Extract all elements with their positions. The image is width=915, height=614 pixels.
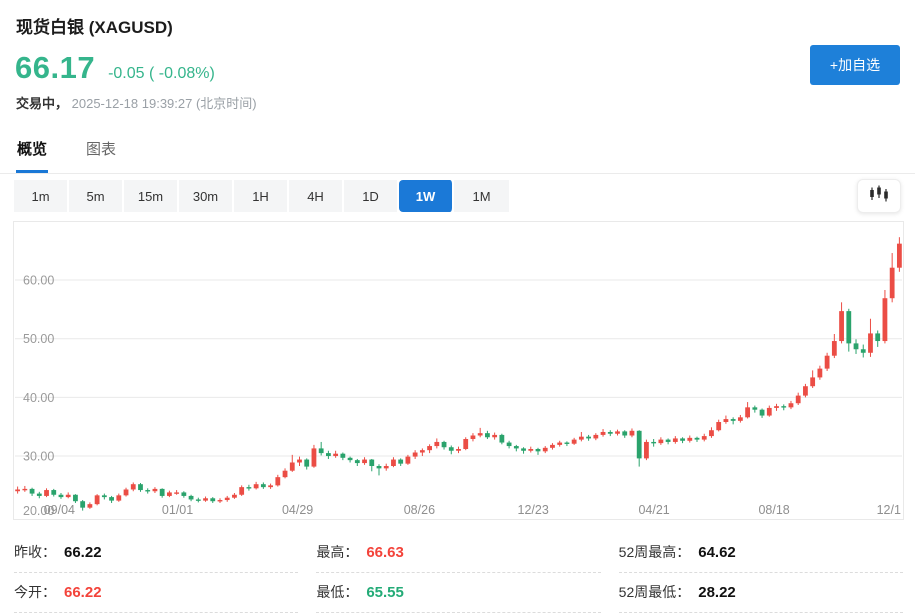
- stat-low-value: 65.55: [366, 584, 404, 601]
- stat-52wk-high-value: 64.62: [698, 544, 736, 561]
- price-row: 66.17 -0.05 ( -0.08%): [15, 50, 215, 86]
- stat-52wk-low-label: 52周最低：: [618, 584, 691, 600]
- svg-text:08/26: 08/26: [404, 503, 435, 517]
- tab-chart[interactable]: 图表: [86, 141, 117, 158]
- timeframe-1h[interactable]: 1H: [234, 180, 289, 212]
- svg-text:01/01: 01/01: [162, 503, 193, 517]
- stats-col-2: 最高： 66.63 最低： 65.55: [316, 534, 601, 614]
- timeframe-bar: 1m 5m 15m 30m 1H 4H 1D 1W 1M: [14, 180, 509, 212]
- timeframe-1m-month[interactable]: 1M: [454, 180, 509, 212]
- stat-52wk-low-value: 28.22: [698, 584, 736, 601]
- svg-text:12/23: 12/23: [518, 503, 549, 517]
- trading-status-label: 交易中，: [16, 96, 69, 111]
- timeframe-5m[interactable]: 5m: [69, 180, 124, 212]
- svg-text:50.00: 50.00: [23, 332, 54, 346]
- stat-low-label: 最低：: [316, 584, 359, 600]
- stats-col-1: 昨收： 66.22 今开： 66.22: [14, 534, 299, 614]
- stat-open: 今开： 66.22: [14, 574, 299, 613]
- stat-low: 最低： 65.55: [316, 574, 601, 613]
- stat-52wk-low: 52周最低： 28.22: [618, 574, 903, 613]
- svg-text:04/29: 04/29: [282, 503, 313, 517]
- svg-text:04/21: 04/21: [638, 503, 669, 517]
- svg-text:09/04: 09/04: [44, 503, 75, 517]
- timeframe-1m[interactable]: 1m: [14, 180, 69, 212]
- stat-prev-close-value: 66.22: [64, 544, 102, 561]
- timeframe-1w[interactable]: 1W: [399, 180, 454, 212]
- stat-52wk-high: 52周最高： 64.62: [618, 534, 903, 573]
- trading-status-time: 2025-12-18 19:39:27 (北京时间): [71, 96, 257, 111]
- timeframe-4h[interactable]: 4H: [289, 180, 344, 212]
- stat-open-label: 今开：: [14, 584, 56, 600]
- svg-text:60.00: 60.00: [23, 274, 54, 288]
- stats-panel: 昨收： 66.22 今开： 66.22 最高： 66.63 最低： 65.55 …: [14, 534, 903, 614]
- stat-open-value: 66.22: [64, 584, 102, 601]
- price-change: -0.05 ( -0.08%): [108, 65, 215, 82]
- tab-bar: 概览 图表: [0, 136, 915, 174]
- svg-text:20.00: 20.00: [23, 504, 54, 518]
- stat-52wk-high-label: 52周最高：: [618, 544, 691, 560]
- timeframe-15m[interactable]: 15m: [124, 180, 179, 212]
- timeframe-1d[interactable]: 1D: [344, 180, 399, 212]
- current-price: 66.17: [15, 50, 96, 85]
- stats-col-3: 52周最高： 64.62 52周最低： 28.22: [618, 534, 903, 614]
- stat-high-label: 最高：: [316, 544, 359, 560]
- svg-text:40.00: 40.00: [23, 391, 54, 405]
- chart-type-button[interactable]: [857, 179, 901, 213]
- symbol-title: 现货白银 (XAGUSD): [16, 18, 173, 37]
- candlestick-chart[interactable]: 60.00 50.00 40.00 30.00 20.00 09/04 01/01 04/29…: [13, 221, 904, 520]
- add-watchlist-button[interactable]: +加自选: [810, 45, 900, 85]
- stat-prev-close: 昨收： 66.22: [14, 534, 299, 573]
- trading-status: 交易中， 2025-12-18 19:39:27 (北京时间): [16, 93, 257, 112]
- svg-text:30.00: 30.00: [23, 450, 54, 464]
- tab-overview[interactable]: 概览: [16, 136, 49, 173]
- candlestick-icon: [869, 185, 889, 207]
- svg-text:12/1: 12/1: [877, 503, 901, 517]
- stat-high-value: 66.63: [366, 544, 404, 561]
- stat-prev-close-label: 昨收：: [14, 544, 56, 560]
- stat-high: 最高： 66.63: [316, 534, 601, 573]
- timeframe-30m[interactable]: 30m: [179, 180, 234, 212]
- svg-text:08/18: 08/18: [758, 503, 789, 517]
